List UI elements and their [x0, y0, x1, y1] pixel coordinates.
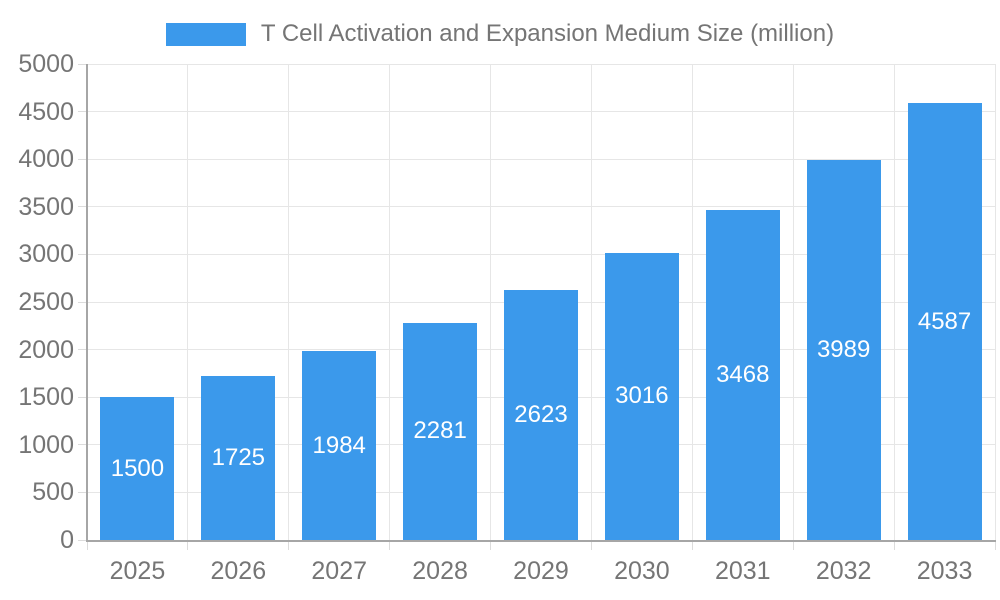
- y-axis-line: [86, 64, 88, 542]
- y-axis-tick: [78, 396, 86, 398]
- x-axis-tick: [86, 542, 88, 550]
- gridline-vertical: [893, 64, 895, 540]
- y-axis-tick: [78, 301, 86, 303]
- bar[interactable]: 1725: [201, 375, 276, 540]
- y-axis-tick: [78, 158, 86, 160]
- x-axis-label: 2033: [916, 557, 973, 585]
- x-axis-label: 2029: [513, 557, 569, 585]
- x-axis-label: 2030: [614, 557, 670, 585]
- y-axis-tick: [78, 491, 86, 493]
- x-axis-tick: [490, 542, 492, 550]
- y-axis-tick: [78, 539, 86, 541]
- y-axis-tick: [78, 111, 86, 113]
- bar[interactable]: 2281: [403, 322, 478, 540]
- gridline-horizontal: [87, 63, 995, 65]
- bar[interactable]: 3016: [604, 252, 679, 540]
- y-axis-label: 500: [32, 478, 74, 507]
- gridline-vertical: [490, 64, 492, 540]
- x-axis-tick: [994, 542, 996, 550]
- x-axis-label: 2026: [210, 557, 267, 585]
- x-axis-label: 2025: [109, 557, 166, 585]
- y-axis-tick: [78, 444, 86, 446]
- gridline-horizontal: [87, 158, 995, 160]
- gridline-vertical: [590, 64, 592, 540]
- bar-value-label: 4587: [917, 307, 972, 335]
- gridline-horizontal: [87, 253, 995, 255]
- bar[interactable]: 2623: [504, 290, 578, 540]
- x-axis-tick: [288, 542, 290, 550]
- legend-label: T Cell Activation and Expansion Medium S…: [260, 20, 835, 47]
- y-axis-label: 5000: [18, 50, 74, 78]
- y-axis-tick: [78, 206, 86, 208]
- y-axis-label: 2000: [18, 335, 74, 364]
- y-axis-label: 2500: [18, 288, 74, 316]
- bar-value-label: 1984: [312, 431, 366, 459]
- x-axis-tick: [590, 542, 592, 550]
- legend-swatch-icon: [165, 22, 246, 46]
- y-axis-label: 0: [60, 526, 74, 554]
- gridline-vertical: [187, 64, 189, 540]
- gridline-vertical: [994, 64, 996, 540]
- y-axis-label: 3000: [18, 240, 74, 269]
- bar-value-label: 2281: [413, 417, 467, 445]
- y-axis-label: 4500: [18, 97, 74, 126]
- x-axis-label: 2032: [815, 557, 872, 585]
- bar-value-label: 1500: [110, 454, 165, 482]
- gridline-vertical: [691, 64, 693, 540]
- bar-value-label: 3016: [615, 382, 669, 410]
- bar-value-label: 1725: [211, 443, 266, 471]
- bar-value-label: 3989: [816, 336, 871, 364]
- y-axis-label: 1500: [18, 383, 74, 412]
- gridline-vertical: [389, 64, 391, 540]
- gridline-horizontal: [87, 206, 995, 208]
- gridline-vertical: [288, 64, 290, 540]
- bar[interactable]: 4587: [907, 103, 982, 540]
- bar[interactable]: 3468: [705, 209, 780, 540]
- bar[interactable]: 1500: [100, 397, 175, 540]
- y-axis-label: 3500: [18, 192, 74, 221]
- x-axis-line: [86, 540, 996, 542]
- bar[interactable]: 1984: [302, 351, 377, 540]
- y-axis-tick: [78, 349, 86, 351]
- y-axis-label: 1000: [18, 430, 74, 459]
- x-axis-tick: [187, 542, 189, 550]
- bar-value-label: 3468: [716, 360, 770, 388]
- y-axis-tick: [78, 253, 86, 255]
- chart-legend[interactable]: T Cell Activation and Expansion Medium S…: [0, 20, 1000, 48]
- x-axis-tick: [792, 542, 794, 550]
- bar-value-label: 2623: [514, 401, 568, 429]
- bar[interactable]: 3989: [806, 160, 881, 540]
- x-axis-tick: [389, 542, 391, 550]
- x-axis-tick: [691, 542, 693, 550]
- y-axis-label: 4000: [18, 145, 74, 174]
- x-axis-label: 2028: [412, 557, 468, 585]
- x-axis-label: 2027: [311, 557, 368, 585]
- gridline-vertical: [792, 64, 794, 540]
- gridline-horizontal: [87, 111, 995, 113]
- plot-area: 0 500 1000 1500 2000 2500 3000 3500 4000 4500 5000…: [18, 50, 996, 585]
- x-axis-tick: [893, 542, 895, 550]
- y-axis-tick: [78, 63, 86, 65]
- x-axis-label: 2031: [714, 557, 771, 585]
